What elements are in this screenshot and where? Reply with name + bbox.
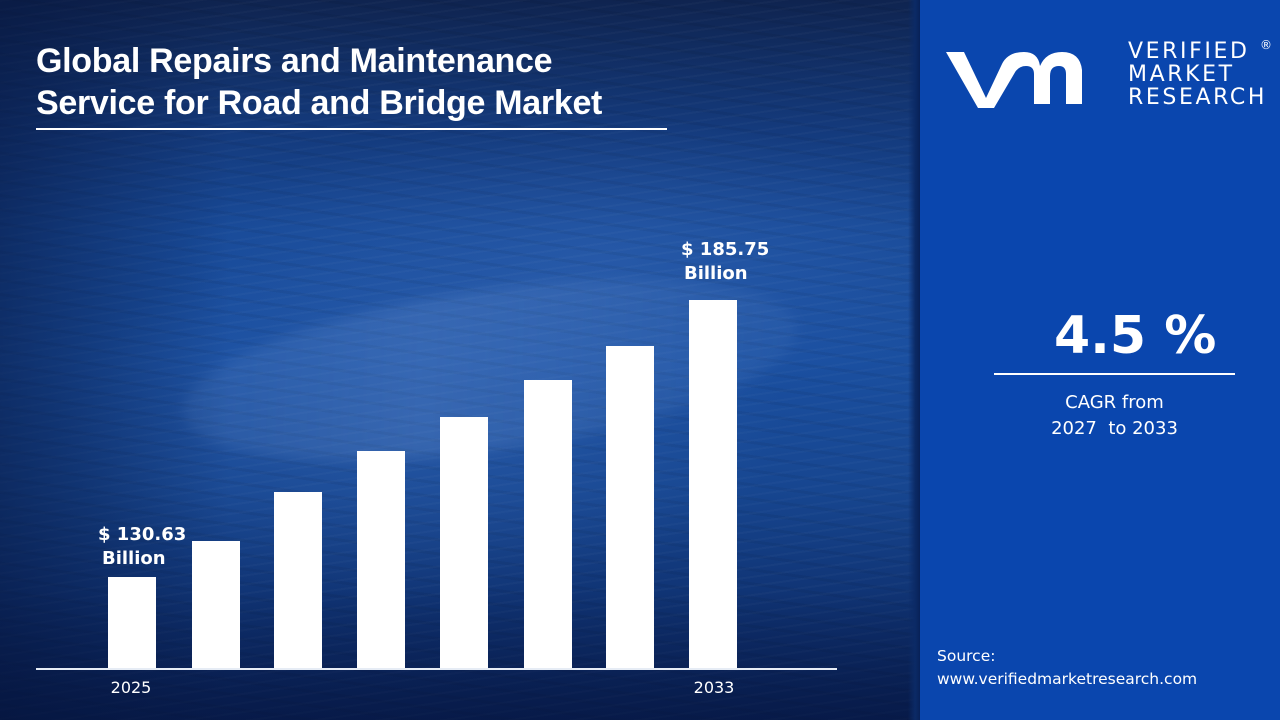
bar-2027	[274, 492, 322, 669]
end-value: $ 185.75	[681, 239, 770, 260]
page-title: Global Repairs and Maintenance Service f…	[36, 40, 676, 124]
cagr-value: 4.5 %	[1054, 306, 1217, 366]
brand-line-2: MARKET	[1128, 62, 1235, 87]
registered-mark: ®	[1260, 38, 1272, 52]
title-line-2: Service for Road and Bridge Market	[36, 84, 603, 122]
bar-2029	[440, 417, 488, 669]
source-note: Source: www.verifiedmarketresearch.com	[937, 645, 1197, 691]
bar-2025	[108, 577, 156, 669]
cagr-label: CAGR from 2027 to 2033	[994, 390, 1235, 442]
chart-background-panel	[0, 0, 920, 720]
bar-2030	[524, 380, 572, 669]
x-tick-start: 2025	[110, 678, 152, 697]
bar-2031	[606, 346, 654, 669]
bar-2033	[689, 300, 737, 669]
title-line-1: Global Repairs and Maintenance	[36, 42, 553, 80]
brand-line-1: VERIFIED	[1128, 39, 1250, 64]
source-url: www.verifiedmarketresearch.com	[937, 670, 1198, 688]
x-tick-end: 2033	[693, 678, 735, 697]
end-value-label: $ 185.75 Billion	[681, 238, 769, 286]
cagr-label-line-2: 2027 to 2033	[1051, 418, 1178, 439]
vmr-logo-icon	[946, 52, 1082, 108]
start-value-label: $ 130.63 Billion	[98, 523, 186, 571]
cagr-divider	[994, 373, 1235, 375]
summary-panel: VERIFIED MARKET RESEARCH ® 4.5 % CAGR fr…	[920, 0, 1280, 720]
bar-chart: 2025 2033 $ 130.63 Billion $ 185.75 Bill…	[36, 238, 837, 697]
start-unit: Billion	[102, 548, 166, 569]
bar-2028	[357, 451, 405, 669]
panel-divider-shadow	[908, 0, 920, 720]
x-axis-line	[36, 668, 837, 670]
cagr-label-line-1: CAGR from	[1065, 392, 1164, 413]
source-label: Source:	[937, 647, 996, 665]
brand-logo: VERIFIED MARKET RESEARCH ®	[942, 38, 1272, 116]
bar-2026	[192, 541, 240, 669]
start-value: $ 130.63	[98, 524, 187, 545]
end-unit: Billion	[684, 263, 748, 284]
brand-line-3: RESEARCH	[1128, 85, 1267, 110]
title-underline	[36, 128, 667, 130]
brand-wordmark: VERIFIED MARKET RESEARCH	[1128, 40, 1267, 109]
